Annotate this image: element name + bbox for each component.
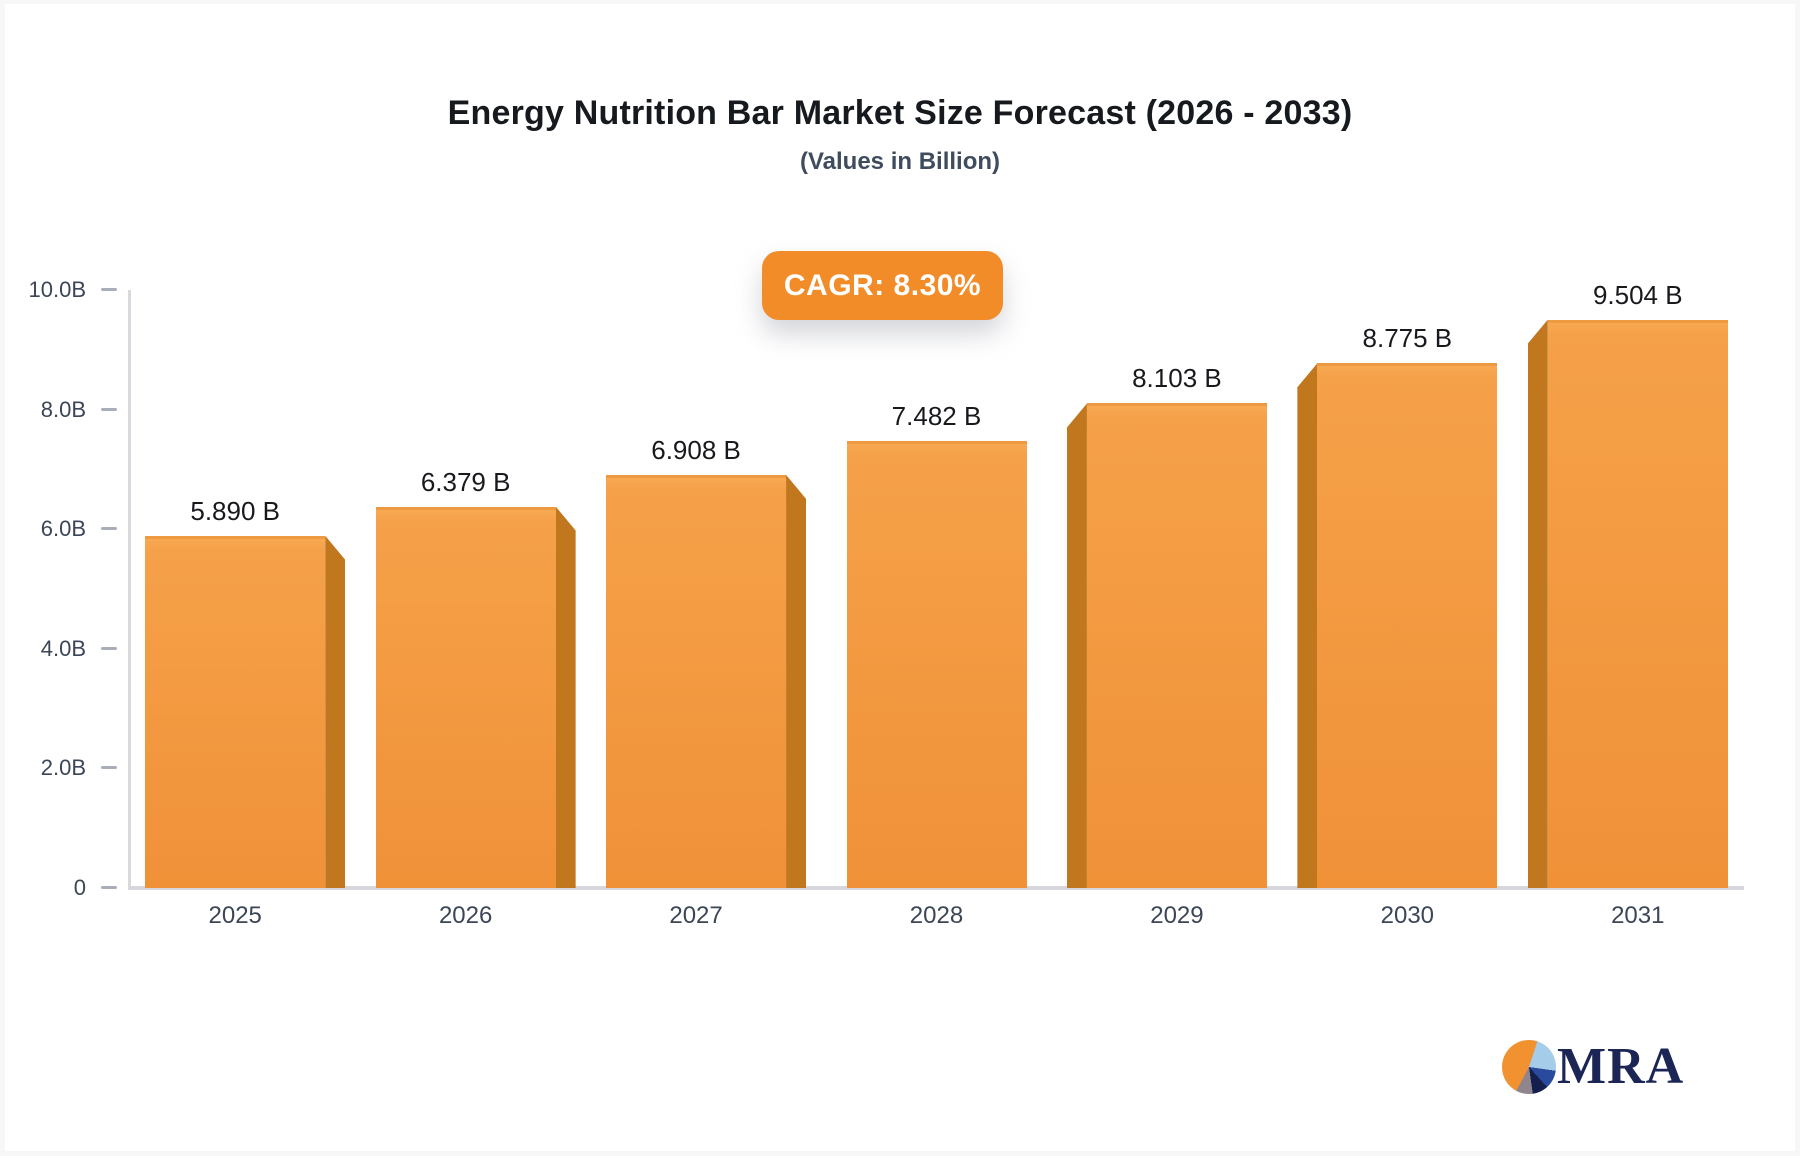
bar-group[interactable]: 5.890 B 2025: [145, 496, 346, 929]
bar-value-label: 7.482 B: [891, 400, 982, 431]
y-axis-tick-label: 2.0B: [40, 755, 86, 781]
x-axis-label: 2027: [669, 901, 723, 929]
bar-group[interactable]: 6.908 B 2027: [606, 435, 807, 929]
mra-logo[interactable]: MRA: [1502, 1038, 1684, 1096]
bar-3d-side: [1297, 363, 1318, 888]
bar: 9.504 B: [1547, 280, 1728, 888]
bar-group[interactable]: 9.504 B 2031: [1527, 280, 1728, 929]
y-axis-tick-label: 10.0B: [28, 277, 87, 302]
bar-value-label: 8.103 B: [1132, 363, 1222, 394]
y-axis-tick-mark: [101, 288, 117, 291]
logo-text: MRA: [1557, 1038, 1685, 1095]
bar-value-label: 5.890 B: [190, 495, 281, 526]
chart-subtitle: (Values in Billion): [799, 148, 1001, 175]
bar-group[interactable]: 6.379 B 2026: [375, 467, 576, 929]
y-axis-line: [128, 290, 131, 888]
bar-3d-side: [786, 474, 807, 888]
bar-value-label: 6.379 B: [420, 466, 511, 497]
bar-group[interactable]: 7.482 B 2028: [837, 401, 1037, 929]
x-axis-label: 2029: [1150, 901, 1204, 929]
y-axis-tick-mark: [101, 527, 117, 531]
chart-title: Energy Nutrition Bar Market Size Forecas…: [447, 94, 1353, 132]
bar: 8.775 B: [1317, 323, 1498, 888]
y-axis-tick-mark: [101, 886, 117, 889]
bar: 6.379 B: [375, 467, 556, 888]
bar-3d-side: [1066, 403, 1087, 888]
cagr-badge: CAGR: 8.30%: [762, 251, 1003, 320]
bar: 8.103 B: [1086, 363, 1267, 888]
y-axis-tick-label: 0: [73, 875, 86, 900]
y-axis-tick-mark: [101, 407, 117, 411]
x-axis-label: 2026: [438, 901, 493, 929]
y-axis-tick-label: 8.0B: [40, 396, 86, 422]
y-axis-tick-label: 4.0B: [40, 635, 86, 661]
bar: 5.890 B: [145, 496, 326, 888]
bar-3d-side: [555, 506, 576, 888]
x-axis-label: 2025: [208, 901, 262, 929]
x-axis-label: 2028: [909, 901, 964, 929]
bar-group[interactable]: 8.103 B 2029: [1066, 363, 1267, 929]
x-axis-line: [128, 886, 1744, 890]
x-axis-label: 2031: [1611, 901, 1665, 929]
x-axis-label: 2030: [1380, 901, 1435, 929]
bar-value-label: 6.908 B: [651, 434, 741, 465]
bar: 7.482 B: [846, 401, 1027, 888]
y-axis-tick-label: 6.0B: [40, 516, 86, 542]
bar: 6.908 B: [606, 435, 787, 888]
bar-group[interactable]: 8.775 B 2030: [1297, 323, 1498, 929]
y-axis-tick-mark: [101, 766, 117, 770]
bar-value-label: 8.775 B: [1362, 323, 1453, 354]
bar-3d-side: [325, 535, 346, 888]
bar-value-label: 9.504 B: [1592, 279, 1683, 310]
y-axis-tick-mark: [101, 646, 117, 650]
pie-chart-logo-icon: [1502, 1040, 1556, 1094]
bar-3d-side: [1527, 319, 1548, 888]
